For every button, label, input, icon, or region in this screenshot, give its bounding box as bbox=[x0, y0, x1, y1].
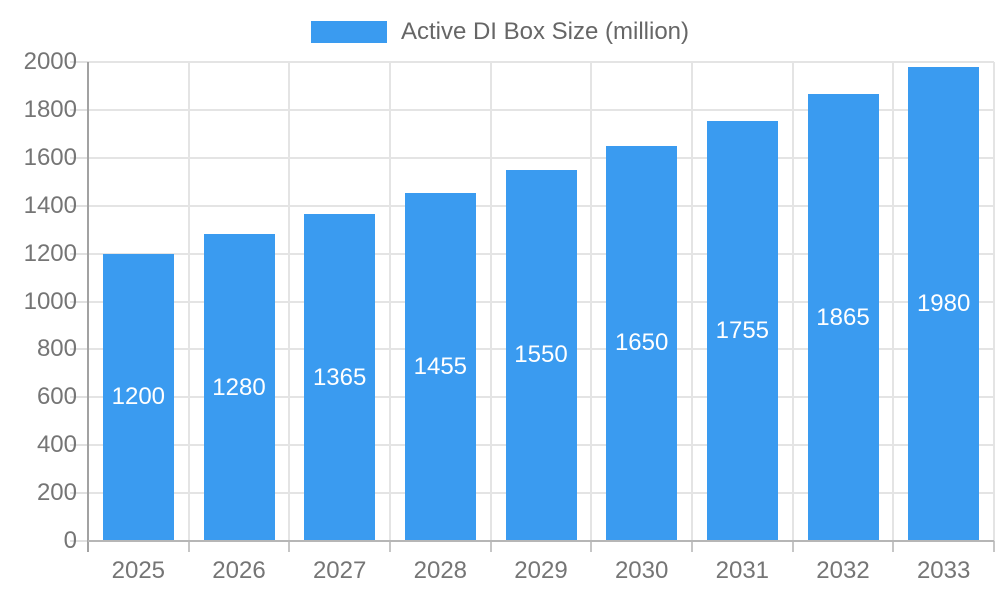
bar-2032[interactable]: 1865 bbox=[807, 94, 879, 541]
bar-2025[interactable]: 1200 bbox=[102, 253, 174, 541]
x-tick-label: 2028 bbox=[413, 557, 468, 584]
gridline-horizontal bbox=[88, 61, 994, 63]
bar-2027[interactable]: 1365 bbox=[304, 214, 376, 541]
y-axis-tick bbox=[70, 252, 88, 255]
y-tick-label: 1200 bbox=[23, 239, 77, 267]
gridline-vertical bbox=[791, 62, 794, 541]
bar-value-label: 1280 bbox=[212, 373, 266, 401]
x-axis-tick bbox=[590, 541, 593, 552]
y-tick-label: 0 bbox=[63, 527, 77, 554]
y-axis-tick bbox=[70, 61, 88, 63]
bar-2028[interactable]: 1455 bbox=[404, 192, 476, 541]
bar-2029[interactable]: 1550 bbox=[505, 169, 577, 541]
gridline-vertical bbox=[187, 62, 190, 541]
x-axis-tick bbox=[389, 541, 391, 552]
x-tick-label: 2027 bbox=[312, 557, 367, 584]
y-tick-label: 600 bbox=[36, 383, 77, 411]
y-axis-tick bbox=[70, 492, 88, 495]
legend-label: Active DI Box Size (million) bbox=[400, 18, 690, 45]
y-tick-label: 200 bbox=[36, 479, 77, 507]
bar-2030[interactable]: 1650 bbox=[606, 145, 678, 541]
y-axis-tick bbox=[70, 108, 88, 111]
y-tick-label: 800 bbox=[36, 335, 77, 363]
legend[interactable]: Active DI Box Size (million) bbox=[0, 18, 1000, 46]
x-tick-label: 2030 bbox=[614, 557, 669, 584]
y-tick-label: 1600 bbox=[23, 143, 77, 171]
gridline-horizontal bbox=[88, 108, 994, 111]
gridline-horizontal bbox=[88, 156, 994, 159]
x-axis-tick bbox=[791, 541, 794, 552]
y-axis-tick bbox=[70, 444, 88, 447]
gridline-vertical bbox=[993, 62, 995, 541]
x-tick-label: 2032 bbox=[816, 557, 870, 584]
legend-swatch bbox=[310, 21, 387, 43]
bar-2026[interactable]: 1280 bbox=[203, 234, 275, 541]
bar-value-label: 1455 bbox=[413, 352, 468, 380]
x-tick-label: 2031 bbox=[715, 557, 770, 584]
x-axis-line bbox=[88, 540, 994, 542]
y-axis-tick bbox=[70, 204, 88, 207]
gridline-vertical bbox=[389, 62, 391, 541]
y-axis-tick bbox=[70, 348, 88, 351]
bar-2031[interactable]: 1755 bbox=[706, 120, 778, 541]
x-axis-tick bbox=[489, 541, 492, 552]
x-tick-label: 2026 bbox=[212, 557, 266, 584]
bar-value-label: 1365 bbox=[312, 363, 367, 391]
gridline-vertical bbox=[691, 62, 693, 541]
bar-2033[interactable]: 1980 bbox=[908, 66, 980, 541]
gridline-vertical bbox=[288, 62, 291, 541]
x-tick-label: 2033 bbox=[916, 557, 971, 584]
y-axis-tick bbox=[70, 300, 88, 303]
y-tick-label: 2000 bbox=[23, 48, 77, 75]
y-tick-label: 400 bbox=[36, 431, 77, 459]
gridline-vertical bbox=[892, 62, 895, 541]
bar-value-label: 1550 bbox=[514, 341, 568, 369]
y-tick-label: 1000 bbox=[23, 287, 77, 315]
x-axis-tick bbox=[187, 541, 190, 552]
x-axis-tick bbox=[288, 541, 291, 552]
x-axis-tick bbox=[691, 541, 693, 552]
gridline-vertical bbox=[489, 62, 492, 541]
y-axis-tick bbox=[70, 156, 88, 159]
x-axis-tick bbox=[892, 541, 895, 552]
y-axis-line bbox=[87, 62, 89, 552]
y-tick-label: 1400 bbox=[23, 191, 77, 219]
x-tick-label: 2025 bbox=[111, 557, 166, 584]
gridline-vertical bbox=[590, 62, 593, 541]
x-axis-tick bbox=[993, 541, 995, 552]
y-axis-tick bbox=[70, 540, 88, 542]
y-tick-label: 1800 bbox=[23, 95, 77, 123]
y-axis-tick bbox=[70, 396, 88, 399]
bar-value-label: 1755 bbox=[715, 316, 770, 344]
bar-value-label: 1650 bbox=[614, 329, 669, 357]
x-tick-label: 2029 bbox=[514, 557, 568, 584]
bar-value-label: 1980 bbox=[916, 289, 971, 317]
bar-value-label: 1200 bbox=[111, 383, 166, 411]
bar-value-label: 1865 bbox=[816, 303, 870, 331]
